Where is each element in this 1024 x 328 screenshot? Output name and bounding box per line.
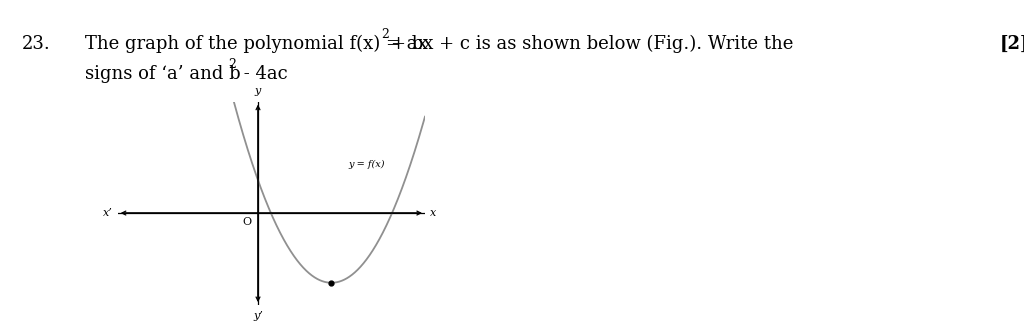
Text: y = f(x): y = f(x) [349,160,385,169]
Text: 2: 2 [381,28,389,41]
Text: x’: x’ [102,208,113,218]
Text: The graph of the polynomial f(x) = ax: The graph of the polynomial f(x) = ax [85,35,428,53]
Text: + bx + c is as shown below (Fig.). Write the: + bx + c is as shown below (Fig.). Write… [391,35,794,53]
Text: O: O [243,217,251,227]
Text: 2: 2 [228,58,236,71]
Text: [2]: [2] [1000,35,1024,53]
Text: 23.: 23. [22,35,51,53]
Text: signs of ‘a’ and b: signs of ‘a’ and b [85,65,241,83]
Text: x: x [430,208,436,218]
Text: y’: y’ [253,311,263,321]
Text: - 4ac: - 4ac [238,65,288,83]
Text: y: y [255,86,261,96]
